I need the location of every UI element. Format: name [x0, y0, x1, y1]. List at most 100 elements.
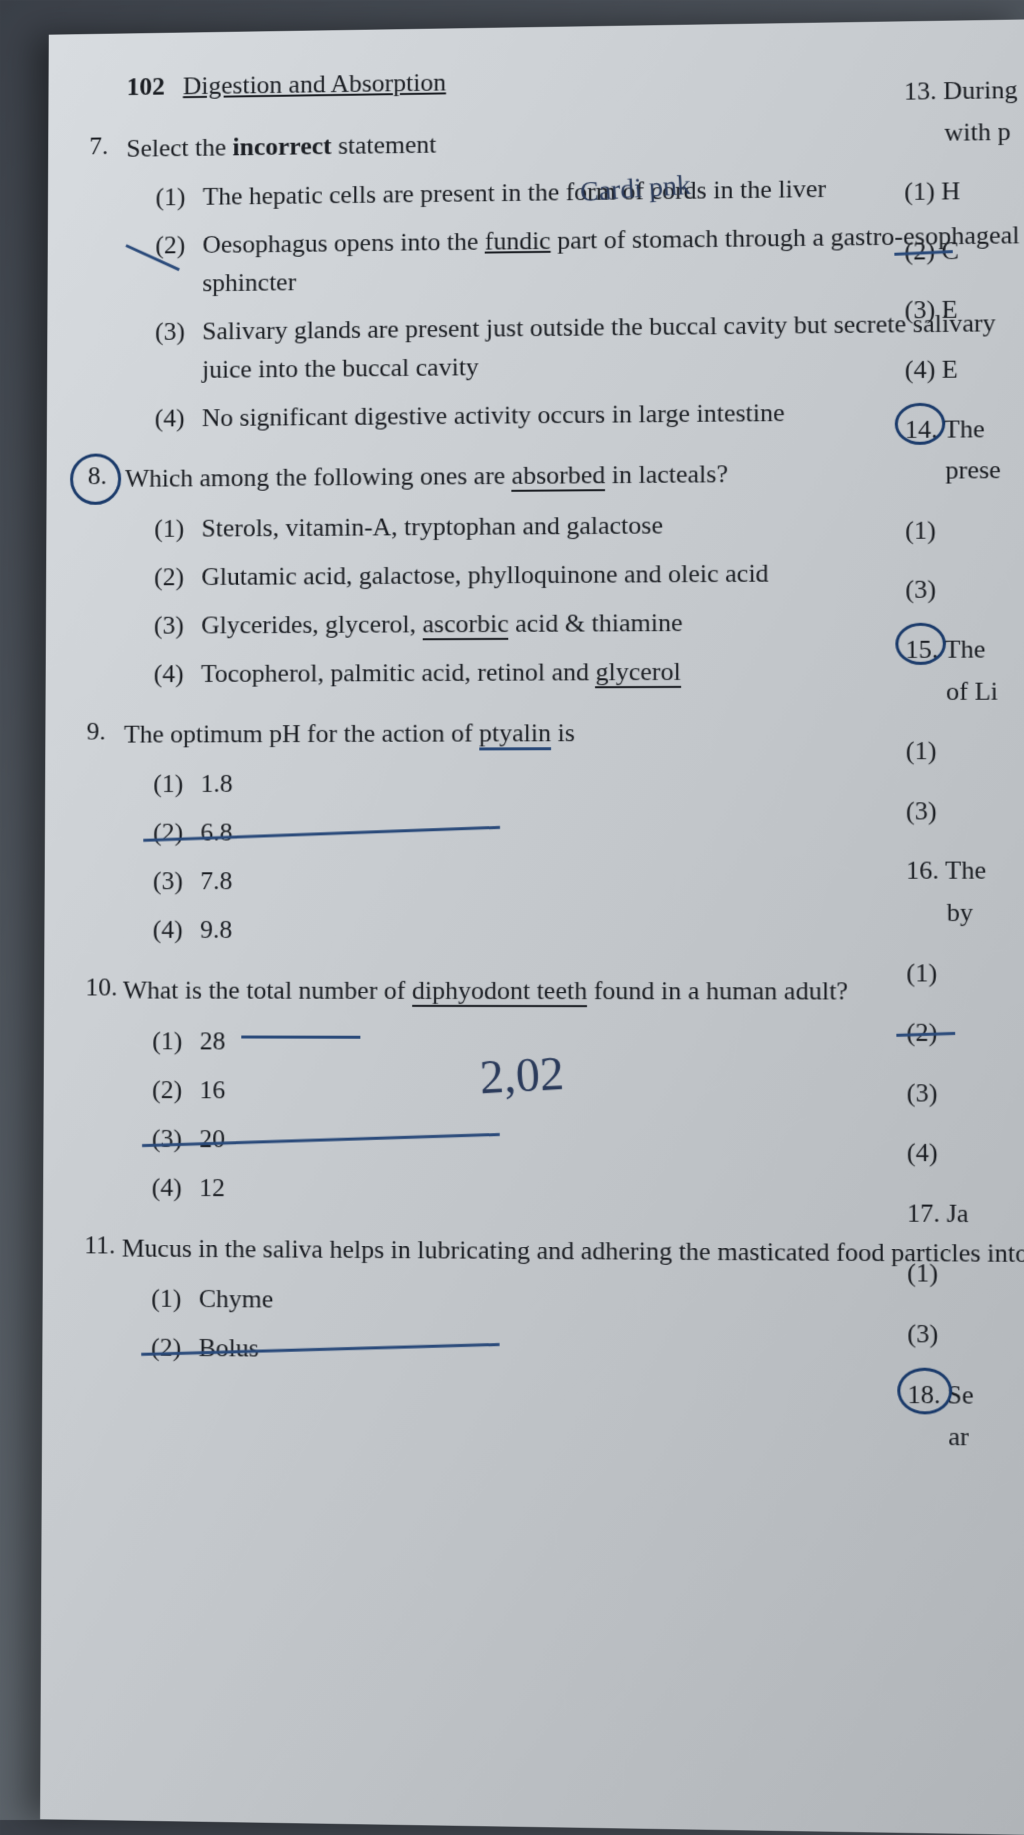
right-opt: (1)	[905, 509, 1024, 551]
option: (2) Oesophagus opens into the fundic par…	[155, 216, 1024, 303]
opt-num: (4)	[152, 1167, 182, 1206]
right-opt: (3)	[906, 790, 1024, 832]
opt-text: 20	[199, 1124, 225, 1153]
right-opt: (4) E	[905, 348, 1024, 391]
opt-text: 6.8	[200, 818, 232, 847]
opt-text: The hepatic cells are present in the for…	[203, 175, 826, 212]
right-q17: 17. Ja	[907, 1192, 1024, 1235]
right-q13: 13. During with p	[904, 69, 1024, 153]
q-text: What is the total number of diphyodont t…	[123, 973, 1024, 1011]
q-text: Which among the following ones are absor…	[125, 454, 1024, 497]
q-number: 10.	[85, 973, 117, 1003]
option: (4) 9.8	[153, 910, 1024, 949]
q-number: 11.	[84, 1230, 115, 1260]
opt-text: No significant digestive activity occurs…	[202, 399, 785, 433]
right-opt: (3)	[905, 568, 1024, 610]
opt-text: 12	[199, 1173, 225, 1202]
opt-text: Salivary glands are present just outside…	[202, 309, 996, 384]
page-header: 102 Digestion and Absorption	[107, 59, 1024, 102]
opt-num: (3)	[155, 312, 185, 351]
q-number: 8.	[88, 462, 107, 492]
right-opt: (3)	[907, 1313, 1024, 1356]
option: (2) 16	[152, 1070, 1024, 1112]
right-opt: (3)	[907, 1072, 1024, 1114]
opt-num: (3)	[154, 606, 184, 645]
handwritten-answer: 2,02	[479, 1046, 566, 1105]
opt-text: Tocopherol, palmitic acid, retinol and g…	[201, 657, 681, 688]
opt-text: 28	[200, 1026, 226, 1055]
option: (1) 1.8	[153, 762, 1024, 803]
opt-num: (2)	[153, 813, 183, 852]
option-struck: (2) Bolus	[151, 1328, 1024, 1374]
q-text: The optimum pH for the action of ptyalin…	[124, 713, 1024, 752]
page-number: 102	[127, 72, 165, 101]
option: (3) Glycerides, glycerol, ascorbic acid …	[154, 601, 1024, 644]
right-opt: (1)	[906, 730, 1024, 772]
option-struck: (2) 6.8	[153, 811, 1024, 851]
q-text: Select the incorrect statement	[126, 119, 1024, 167]
right-q14: 14. The prese	[905, 408, 1024, 492]
right-opt: (4)	[907, 1132, 1024, 1175]
options-list: (1) 1.8 (2) 6.8 (3) 7.8 (4) 9.8	[123, 762, 1024, 949]
option: (3) 7.8	[153, 861, 1024, 901]
opt-text: 16	[199, 1075, 225, 1104]
q-number: 7.	[89, 132, 108, 162]
opt-num: (4)	[155, 399, 185, 438]
option: (3) Salivary glands are present just out…	[155, 303, 1024, 389]
opt-text: Bolus	[199, 1333, 259, 1363]
right-column-partial: 13. During with p (1) H (2) C (3) E (4) …	[904, 69, 1024, 1477]
q-text: Mucus in the saliva helps in lubricating…	[122, 1230, 1024, 1272]
opt-num: (1)	[151, 1279, 181, 1318]
opt-num: (4)	[154, 654, 184, 693]
q-number: 9.	[87, 717, 106, 747]
option: (4) No significant digestive activity oc…	[155, 391, 1024, 437]
option: (1) Sterols, vitamin-A, tryptophan and g…	[154, 503, 1024, 548]
option: (4) 12	[152, 1167, 1024, 1210]
right-opt: (1) H	[904, 170, 1024, 213]
right-opt: (1)	[907, 1253, 1024, 1296]
opt-num: (2)	[151, 1328, 181, 1367]
opt-text: Sterols, vitamin-A, tryptophan and galac…	[201, 510, 663, 542]
right-q16: 16. The by	[906, 850, 1024, 934]
options-list: (1) Chyme (2) Bolus	[121, 1278, 1024, 1373]
opt-num: (1)	[152, 1021, 182, 1060]
options-list: (1) 28 (2) 16 (3) 20 (4) 12	[122, 1021, 1024, 1211]
right-opt: (1)	[906, 952, 1024, 994]
options-list: (1) The hepatic cells are present in the…	[125, 167, 1024, 438]
opt-num: (2)	[154, 557, 184, 596]
opt-text: Glutamic acid, galactose, phylloquinone …	[201, 558, 768, 590]
option: (1) Chyme	[151, 1279, 1024, 1324]
right-q18: 18. Se ar	[907, 1373, 1024, 1459]
opt-text: 7.8	[200, 866, 232, 895]
right-opt: (2)	[906, 1012, 1024, 1054]
opt-num: (2)	[152, 1070, 182, 1109]
pen-line	[241, 1035, 360, 1038]
question-9: 9. The optimum pH for the action of ptya…	[103, 713, 1024, 949]
right-opt: (2) C	[904, 229, 1024, 272]
opt-text: 1.8	[201, 769, 233, 798]
options-list: (1) Sterols, vitamin-A, tryptophan and g…	[124, 503, 1024, 693]
opt-num: (1)	[156, 178, 186, 217]
opt-text: Oesophagus opens into the fundic part of…	[202, 221, 1019, 298]
chapter-title: Digestion and Absorption	[183, 68, 446, 100]
opt-num: (3)	[152, 1119, 182, 1158]
opt-num: (1)	[153, 764, 183, 803]
opt-text: Chyme	[199, 1284, 274, 1314]
bold-word: incorrect	[233, 131, 332, 161]
option: (1) 28	[152, 1021, 1024, 1062]
opt-num: (4)	[153, 910, 183, 949]
question-11: 11. Mucus in the saliva helps in lubrica…	[102, 1230, 1024, 1374]
question-10: 10. What is the total number of diphyodo…	[102, 973, 1024, 1211]
option: (2) Glutamic acid, galactose, phylloquin…	[154, 552, 1024, 596]
option-struck: (3) 20	[152, 1119, 1024, 1162]
textbook-page: 102 Digestion and Absorption 7. Select t…	[40, 19, 1024, 1834]
right-opt: (3) E	[905, 289, 1024, 332]
question-7: 7. Select the incorrect statement (1) Th…	[106, 119, 1024, 438]
opt-text: 9.8	[200, 915, 232, 944]
opt-num: (1)	[154, 509, 184, 548]
opt-num: (3)	[153, 862, 183, 901]
right-q15: 15. The of Li	[905, 628, 1024, 712]
option: (4) Tocopherol, palmitic acid, retinol a…	[154, 650, 1024, 693]
question-8: 8. Which among the following ones are ab…	[104, 454, 1024, 693]
opt-text: Glycerides, glycerol, ascorbic acid & th…	[201, 608, 682, 640]
